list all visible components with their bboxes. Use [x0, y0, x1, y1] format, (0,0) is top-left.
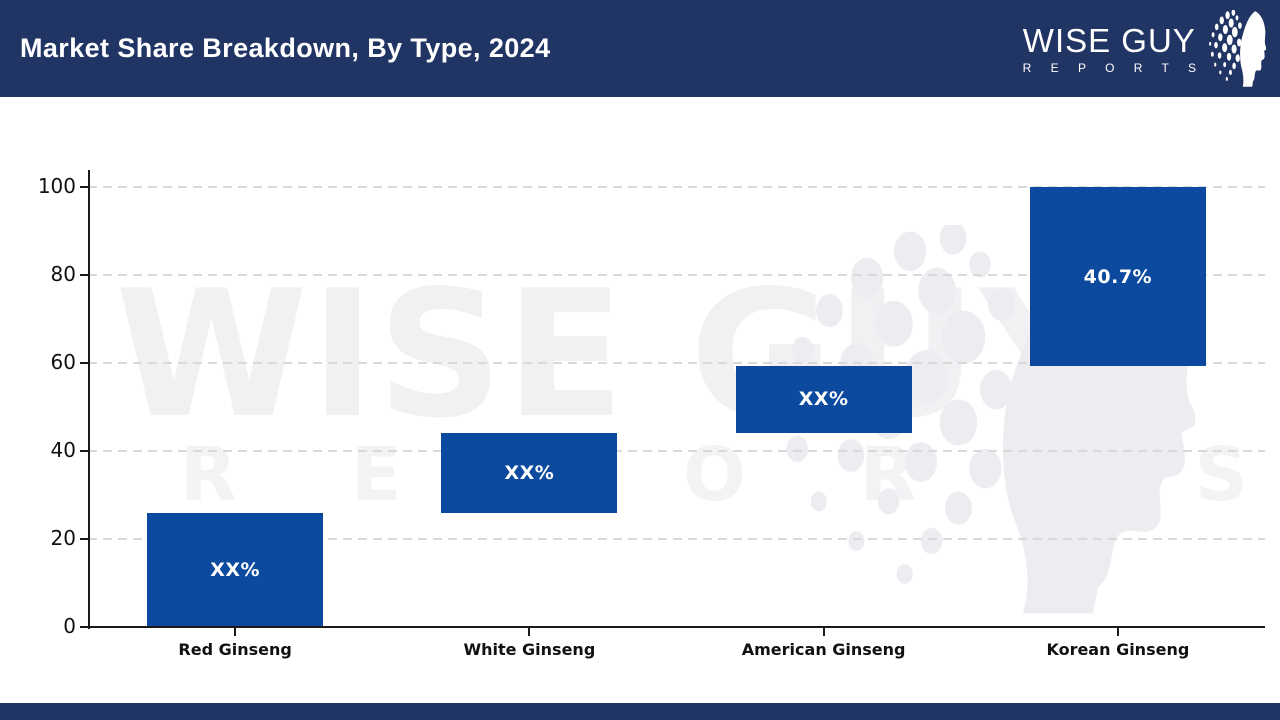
gridline-y60: [88, 362, 1265, 364]
gridline-y80: [88, 274, 1265, 276]
x-axis-category-label: Korean Ginseng: [1046, 640, 1190, 659]
y-axis-tick-label: 80: [50, 262, 76, 286]
gridline-y40: [88, 450, 1265, 452]
bar-american-ginseng: XX%: [735, 366, 912, 433]
y-axis-tick-label: 100: [37, 174, 76, 198]
y-axis-tick-label: 60: [50, 350, 76, 374]
bar-korean-ginseng: 40.7%: [1029, 187, 1206, 367]
x-axis-tick-mark: [1116, 628, 1119, 636]
gridline-y20: [88, 538, 1265, 540]
brand-logo-subtitle: R E P O R T S: [1022, 60, 1204, 75]
x-axis-tick-mark: [234, 628, 237, 636]
footer-bar: [0, 703, 1280, 720]
header-bar: Market Share Breakdown, By Type, 2024 WI…: [0, 0, 1280, 97]
gridline-y100: [88, 186, 1265, 188]
x-axis-category-label: Red Ginseng: [178, 640, 292, 659]
y-axis-line: [88, 170, 90, 629]
bar-red-ginseng: XX%: [147, 512, 324, 627]
bar-value-label: 40.7%: [1083, 265, 1153, 288]
y-axis-tick-label: 20: [50, 526, 76, 550]
bar-value-label: XX%: [798, 388, 849, 411]
y-axis-tick-label: 0: [63, 614, 76, 638]
bar-value-label: XX%: [504, 461, 555, 484]
x-axis-category-label: White Ginseng: [463, 640, 596, 659]
bar-value-label: XX%: [210, 558, 261, 581]
bar-white-ginseng: XX%: [441, 432, 618, 513]
y-axis-tick-mark: [80, 626, 88, 628]
y-axis-tick-mark: [80, 274, 88, 276]
brand-logo-name: WISE GUY: [1022, 21, 1196, 59]
x-axis-category-label: American Ginseng: [741, 640, 906, 659]
page-title: Market Share Breakdown, By Type, 2024: [20, 33, 551, 63]
y-axis-tick-mark: [80, 450, 88, 452]
y-axis-tick-mark: [80, 538, 88, 540]
y-axis-tick-label: 40: [50, 438, 76, 462]
x-axis-tick-mark: [528, 628, 531, 636]
y-axis-tick-mark: [80, 186, 88, 188]
brand-logo: WISE GUY R E P O R T S: [1015, 8, 1266, 90]
x-axis-tick-mark: [822, 628, 825, 636]
brand-dotted-face-icon: [1209, 10, 1266, 87]
x-axis-line: [88, 626, 1265, 628]
y-axis-tick-mark: [80, 362, 88, 364]
